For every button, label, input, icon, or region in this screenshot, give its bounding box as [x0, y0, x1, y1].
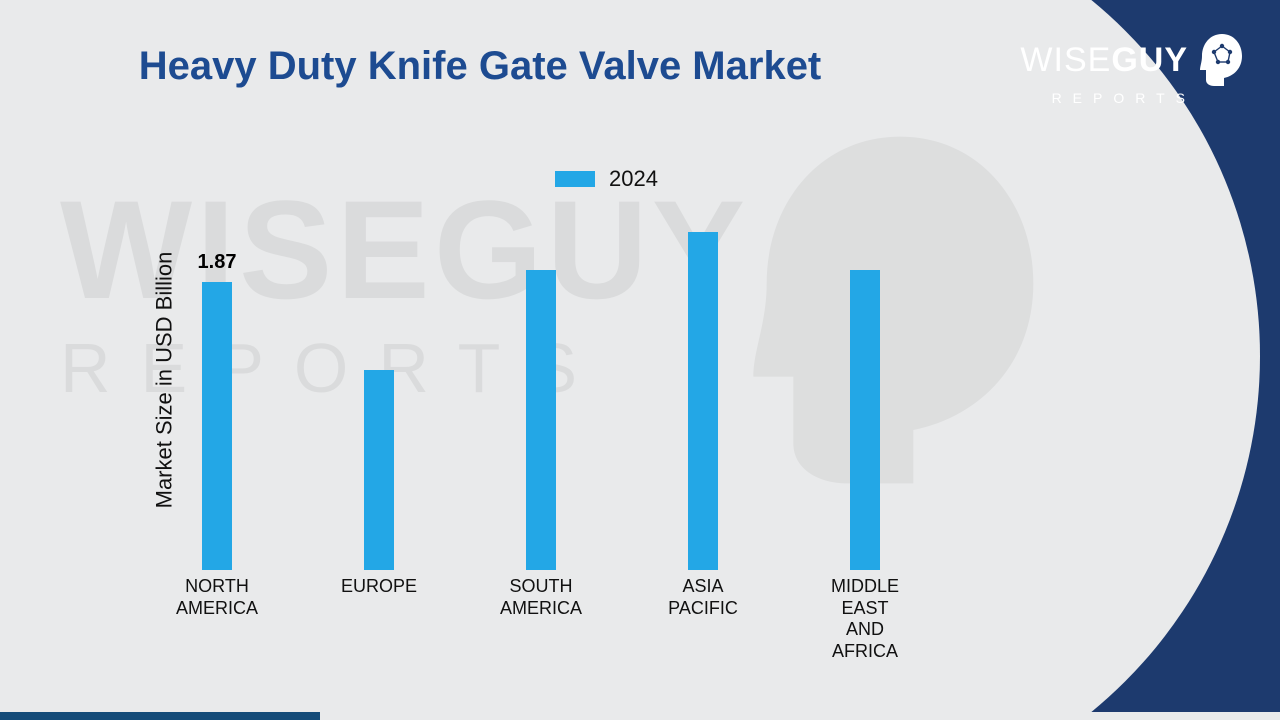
plot-area: 1.87NORTH AMERICAEUROPESOUTH AMERICAASIA… [136, 170, 946, 570]
brand-logo: WISEGUY REPORTS [1020, 32, 1246, 106]
bar-category-label: SOUTH AMERICA [500, 576, 582, 619]
bar-category-label: EUROPE [341, 576, 417, 598]
bar [688, 232, 718, 570]
legend-swatch [555, 171, 595, 187]
legend: 2024 [555, 166, 658, 192]
bar [364, 370, 394, 570]
legend-label: 2024 [609, 166, 658, 192]
brand-head-icon [1198, 32, 1246, 88]
bar-group: 1.87NORTH AMERICA [142, 170, 292, 570]
chart-title: Heavy Duty Knife Gate Valve Market [0, 44, 960, 89]
bar [202, 282, 232, 570]
bar-group: MIDDLE EAST AND AFRICA [790, 170, 940, 570]
footer-accent-bar [0, 712, 320, 720]
bar-group: EUROPE [304, 170, 454, 570]
bar-category-label: NORTH AMERICA [176, 576, 258, 619]
bar-group: ASIA PACIFIC [628, 170, 778, 570]
bar [526, 270, 556, 570]
bar-value-label: 1.87 [198, 251, 237, 274]
bar-category-label: ASIA PACIFIC [668, 576, 738, 619]
bar-category-label: MIDDLE EAST AND AFRICA [831, 576, 899, 662]
brand-wordmark: WISEGUY [1020, 41, 1188, 80]
bar-chart: Market Size in USD Billion 1.87NORTH AME… [96, 170, 946, 590]
brand-subtext: REPORTS [1020, 90, 1246, 106]
bar-group: SOUTH AMERICA [466, 170, 616, 570]
bar [850, 270, 880, 570]
